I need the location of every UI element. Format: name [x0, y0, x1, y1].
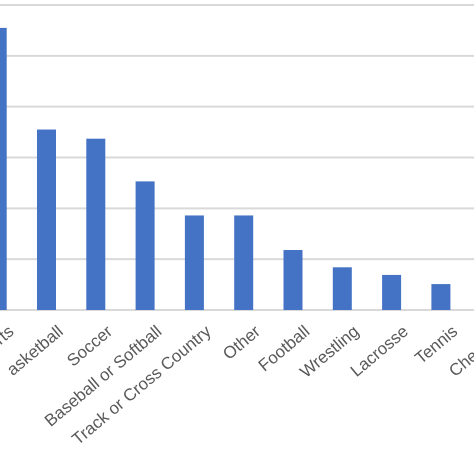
bar — [234, 215, 254, 310]
x-tick-label: asketball — [3, 322, 67, 380]
bar — [86, 138, 106, 310]
bar — [382, 274, 402, 310]
x-tick-label: orts — [0, 322, 17, 355]
bar — [431, 284, 451, 310]
bar — [283, 250, 303, 310]
bar — [135, 181, 155, 310]
bar — [184, 215, 204, 310]
bar — [37, 129, 56, 310]
bar — [0, 27, 7, 310]
bar — [332, 267, 352, 310]
